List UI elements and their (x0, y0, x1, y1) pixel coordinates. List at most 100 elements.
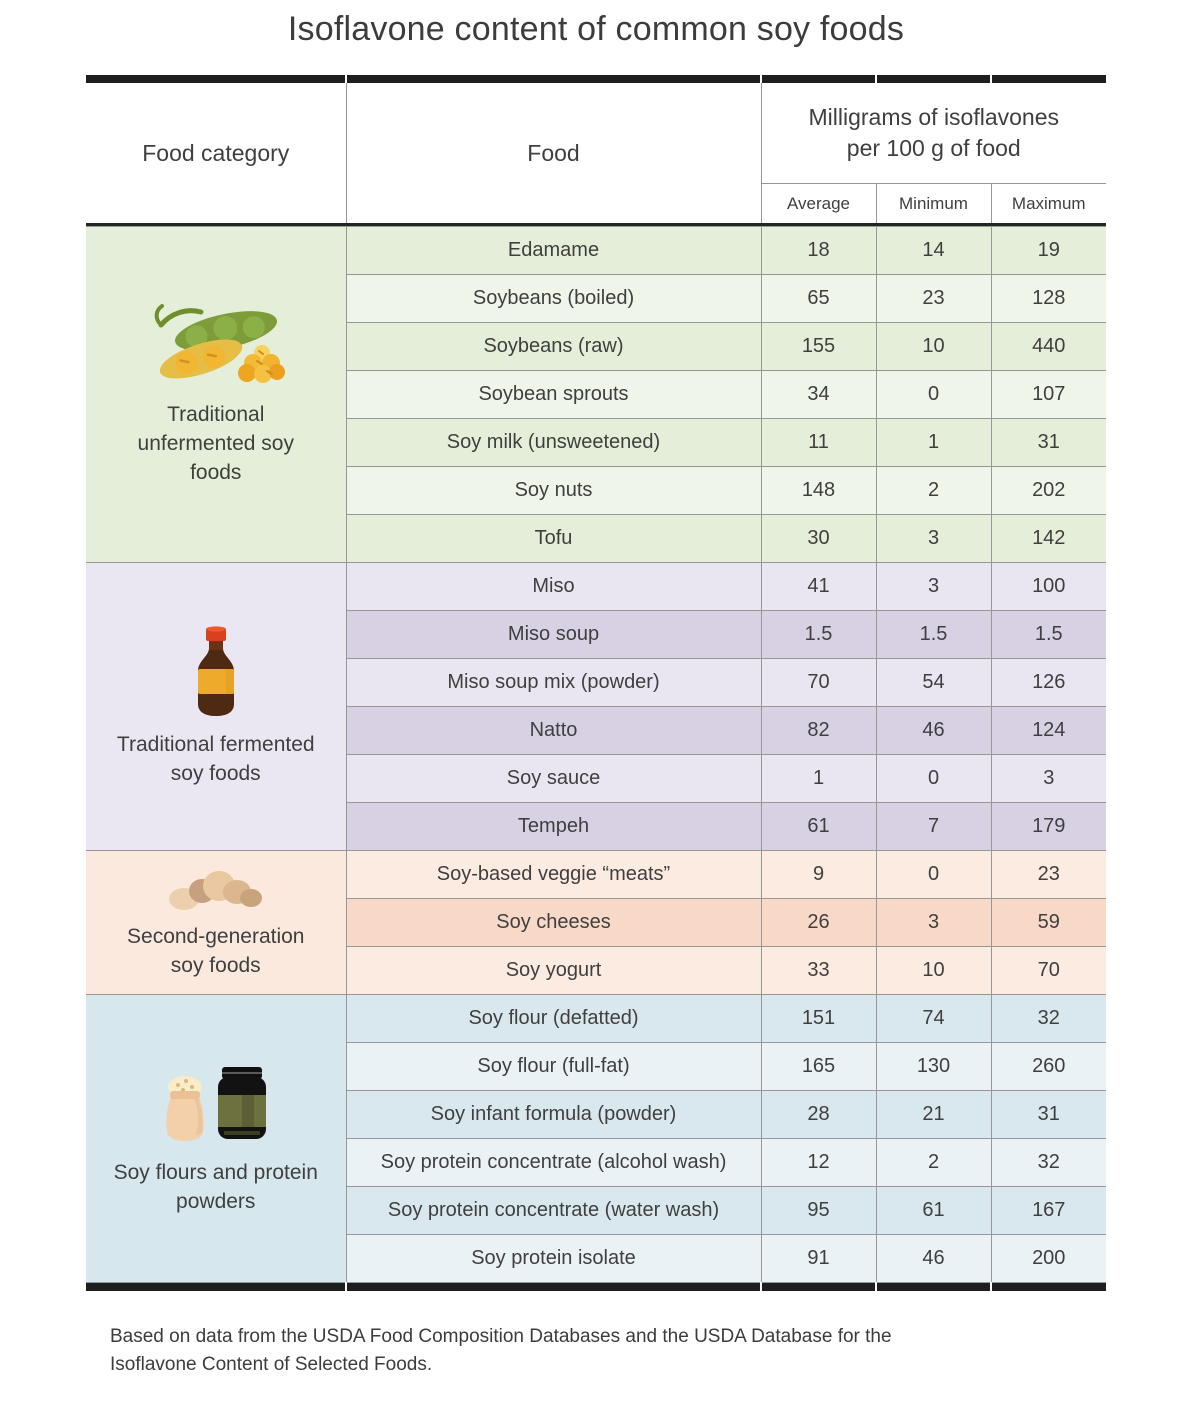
table-row: Natto 82 46 124 (86, 706, 1106, 755)
value-minimum: 14 (875, 226, 992, 275)
subheader-row: Average Minimum Maximum (86, 183, 1106, 223)
value-average: 28 (760, 1090, 877, 1139)
table-bottom-bar (86, 1282, 1106, 1291)
value-average: 1 (760, 754, 877, 803)
value-maximum: 179 (990, 802, 1106, 851)
table-row: Soybeans (raw) 155 10 440 (86, 322, 1106, 371)
table-row: Soy nuts 148 2 202 (86, 466, 1106, 515)
value-average: 26 (760, 898, 877, 947)
value-minimum: 2 (875, 1138, 992, 1187)
value-maximum: 59 (990, 898, 1106, 947)
value-minimum: 46 (875, 1234, 992, 1283)
food-cell: Edamame (345, 226, 762, 275)
food-cell: Soy yogurt (345, 946, 762, 995)
value-minimum: 23 (875, 274, 992, 323)
table-row: Miso soup mix (powder) 70 54 126 (86, 658, 1106, 707)
bar-segment (875, 75, 991, 83)
value-average: 95 (760, 1186, 877, 1235)
table-row: Soy protein concentrate (alcohol wash) 1… (86, 1138, 1106, 1187)
source-note: Based on data from the USDA Food Composi… (110, 1326, 892, 1375)
food-cell: Soy protein concentrate (water wash) (345, 1186, 762, 1235)
header-row: Food category Food Milligrams of isoflav… (86, 83, 1106, 223)
value-maximum: 31 (990, 418, 1106, 467)
category-label: Soy flours and protein powders (113, 1160, 318, 1213)
value-minimum: 54 (875, 658, 992, 707)
value-average: 148 (760, 466, 877, 515)
category-cell-fermented: Traditional fermented soy foods (86, 562, 347, 851)
value-maximum: 200 (990, 1234, 1106, 1283)
food-cell: Soy protein isolate (345, 1234, 762, 1283)
food-cell: Soy nuts (345, 466, 762, 515)
value-minimum: 1.5 (875, 610, 992, 659)
value-average: 61 (760, 802, 877, 851)
value-maximum: 260 (990, 1042, 1106, 1091)
value-minimum: 0 (875, 850, 992, 899)
value-average: 41 (760, 562, 877, 611)
value-maximum: 23 (990, 850, 1106, 899)
value-minimum: 10 (875, 322, 992, 371)
bar-segment (875, 1282, 991, 1291)
bar-segment (86, 1282, 346, 1291)
value-average: 70 (760, 658, 877, 707)
food-cell: Soy infant formula (powder) (345, 1090, 762, 1139)
value-maximum: 70 (990, 946, 1106, 995)
table-row: Soy cheeses 26 3 59 (86, 898, 1106, 947)
table-row: Soy milk (unsweetened) 11 1 31 (86, 418, 1106, 467)
value-minimum: 74 (875, 994, 992, 1043)
food-cell: Miso soup mix (powder) (345, 658, 762, 707)
table-row: Soy yogurt 33 10 70 (86, 946, 1106, 995)
header-divider (86, 223, 1106, 227)
category-label: Traditional unfermented soy foods (137, 403, 294, 484)
value-minimum: 3 (875, 898, 992, 947)
category-cell-unfermented: Traditional unfermented soy foods (86, 226, 347, 563)
table-row: Traditional fermented soy foods Miso 41 … (86, 562, 1106, 851)
value-average: 11 (760, 418, 877, 467)
value-average: 30 (760, 514, 877, 563)
value-average: 165 (760, 1042, 877, 1091)
food-cell: Soy cheeses (345, 898, 762, 947)
value-average: 65 (760, 274, 877, 323)
food-cell: Tempeh (345, 802, 762, 851)
value-average: 12 (760, 1138, 877, 1187)
table-row: Soy protein concentrate (water wash) 95 … (86, 1186, 1106, 1235)
value-maximum: 167 (990, 1186, 1106, 1235)
value-maximum: 19 (990, 226, 1106, 275)
bar-segment (760, 75, 876, 83)
value-average: 33 (760, 946, 877, 995)
table-row: Tofu 30 3 142 (86, 514, 1106, 563)
column-header-food-category: Food category (86, 83, 347, 223)
table-row: Second-generation soy foods Soy-based ve… (86, 850, 1106, 995)
table-row: Soybean sprouts 34 0 107 (86, 370, 1106, 419)
value-maximum: 32 (990, 994, 1106, 1043)
food-cell: Soy milk (unsweetened) (345, 418, 762, 467)
food-cell: Soybeans (raw) (345, 322, 762, 371)
value-minimum: 2 (875, 466, 992, 515)
value-average: 155 (760, 322, 877, 371)
value-maximum: 128 (990, 274, 1106, 323)
value-average: 82 (760, 706, 877, 755)
table-row: Traditional unfermented soy foods Edamam… (86, 226, 1106, 563)
value-maximum: 31 (990, 1090, 1106, 1139)
food-cell: Soy flour (defatted) (345, 994, 762, 1043)
column-header-minimum: Minimum (876, 183, 992, 223)
table-row: Soy protein isolate 91 46 200 (86, 1234, 1106, 1283)
value-maximum: 440 (990, 322, 1106, 371)
food-cell: Natto (345, 706, 762, 755)
value-average: 151 (760, 994, 877, 1043)
value-average: 1.5 (760, 610, 877, 659)
value-maximum: 126 (990, 658, 1106, 707)
value-minimum: 1 (875, 418, 992, 467)
value-average: 18 (760, 226, 877, 275)
table-row: Soy infant formula (powder) 28 21 31 (86, 1090, 1106, 1139)
food-cell: Soybeans (boiled) (345, 274, 762, 323)
food-cell: Soy-based veggie “meats” (345, 850, 762, 899)
value-minimum: 0 (875, 370, 992, 419)
bar-segment (86, 75, 346, 83)
food-cell: Tofu (345, 514, 762, 563)
value-minimum: 7 (875, 802, 992, 851)
food-cell: Miso soup (345, 610, 762, 659)
value-maximum: 32 (990, 1138, 1106, 1187)
table-row: Soybeans (boiled) 65 23 128 (86, 274, 1106, 323)
value-maximum: 1.5 (990, 610, 1106, 659)
flour-sack-and-protein-jar-icon (156, 1061, 276, 1149)
